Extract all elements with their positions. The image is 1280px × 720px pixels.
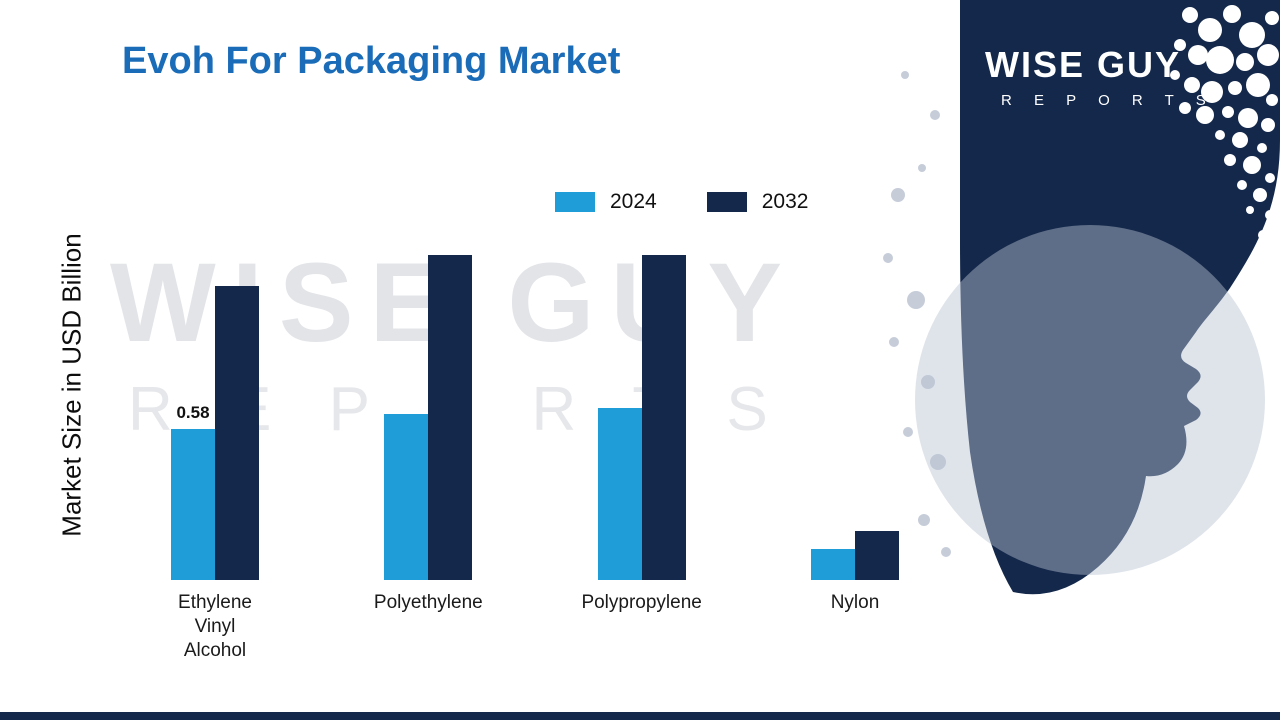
bar-pair-nylon [810,216,899,580]
legend-item-2032: 2032 [706,190,809,214]
wiseguy-logo-wordmark: WISE GUY [985,44,1182,85]
bar-2032-nylon [854,530,899,580]
category-label-polypropylene: Polypropylene [581,592,702,613]
bar-group-polypropylene: Polypropylene [577,216,707,662]
bar-group-nylon: Nylon [790,216,920,662]
bar-group-ethylene-vinyl-alcohol: 0.58 Ethylene Vinyl Alcohol [150,216,280,662]
chart-legend: 2024 2032 [555,190,808,214]
bar-pair-ethylene-vinyl-alcohol: 0.58 [171,216,259,580]
wiseguy-logo: WISE GUY R E P O R T S [985,44,1215,109]
footer-bar [0,712,1280,720]
category-label-nylon: Nylon [830,592,880,613]
wiseguy-logo-subtext: R E P O R T S [1001,92,1215,109]
legend-swatch-2024 [555,192,595,212]
bar-2024-polypropylene [597,408,642,580]
bar-pair-polypropylene [597,216,686,580]
bar-2032-ethylene-vinyl-alcohol [215,286,259,580]
category-label-polyethylene: Polyethylene [373,592,483,613]
bar-pair-polyethylene [384,216,473,580]
legend-swatch-2032 [706,192,747,212]
bar-2024-ethylene-vinyl-alcohol: 0.58 [171,403,215,580]
bar-2024-nylon [810,548,855,580]
bar-value-label: 0.58 [176,403,210,423]
page-title: Evoh For Packaging Market [122,40,621,82]
head-silhouette-shape [960,0,1280,595]
plot-area: 0.58 Ethylene Vinyl Alcohol Polyethylene Poly… [150,216,920,662]
gray-dot-pattern [883,71,951,557]
bar-2024-polyethylene [384,413,429,580]
legend-label-2032: 2032 [761,190,809,213]
category-label-ethylene-vinyl-alcohol: Ethylene Vinyl Alcohol [178,592,252,661]
accent-circle [915,225,1265,575]
legend-item-2024: 2024 [555,190,657,214]
bar-group-polyethylene: Polyethylene [363,216,493,662]
y-axis-label: Market Size in USD Billion [56,233,87,537]
wiseguy-face-logo-graphic [883,0,1280,595]
bar-2032-polyethylene [428,255,473,580]
bar-2032-polypropylene [641,255,686,580]
legend-label-2024: 2024 [610,190,657,213]
white-dot-pattern [1170,5,1279,259]
